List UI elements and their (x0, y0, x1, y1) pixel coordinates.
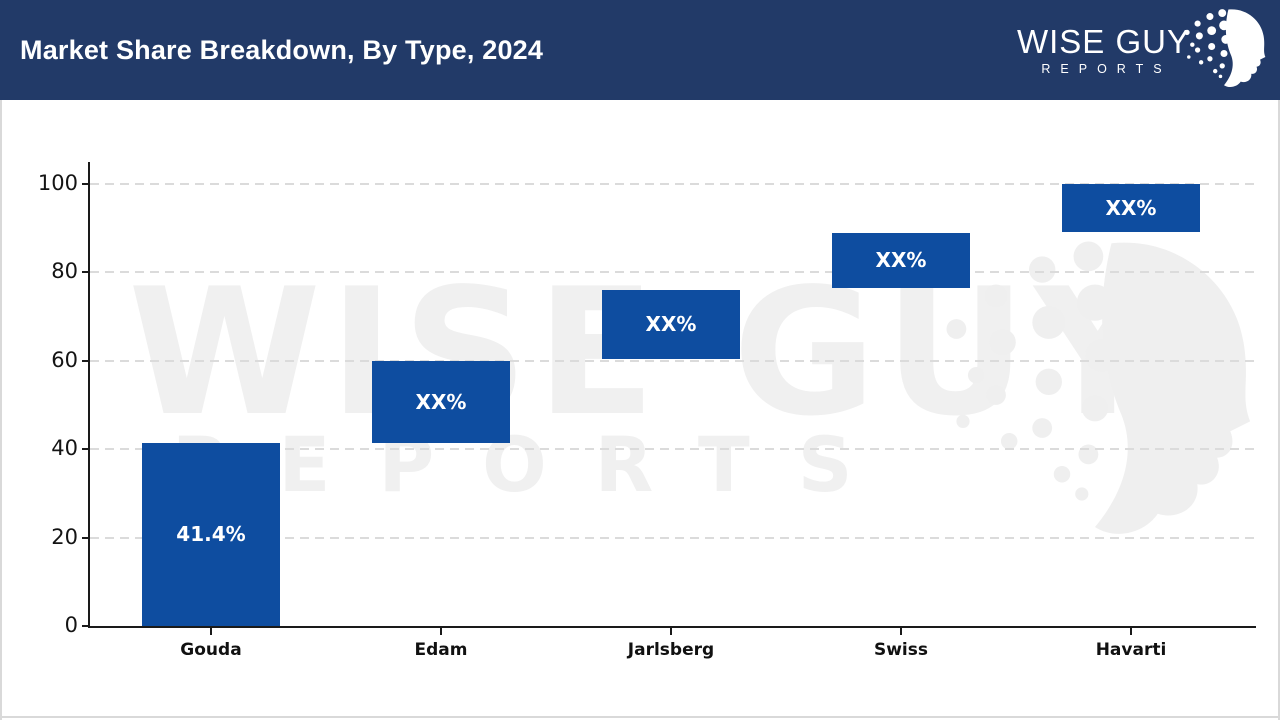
x-axis-spine (88, 626, 1256, 628)
header-bar: Market Share Breakdown, By Type, 2024 WI… (0, 0, 1280, 100)
logo-wise-guy-label: WISE GUY (1016, 22, 1190, 60)
x-tickmark-havarti (1130, 628, 1132, 635)
y-tickmark-100 (82, 183, 90, 185)
bar-value-label-havarti: XX% (1105, 195, 1157, 220)
x-tick-label-gouda: Gouda (180, 640, 242, 660)
bar-jarlsberg: XX% (602, 290, 740, 359)
gridline-20 (90, 536, 1256, 539)
page-border-left (0, 100, 2, 720)
y-tickmark-60 (82, 359, 90, 362)
bar-value-label-edam: XX% (415, 389, 467, 414)
bar-value-label-gouda: 41.4% (176, 522, 246, 547)
y-tickmark-40 (82, 448, 90, 451)
x-tickmark-edam (440, 628, 442, 635)
bar-value-label-swiss: XX% (875, 248, 927, 273)
y-tick-label-40: 40 (51, 436, 78, 461)
wiseguy-head-icon (1184, 9, 1266, 88)
y-tick-label-20: 20 (51, 524, 78, 549)
gridline-40 (90, 448, 1256, 451)
y-tick-label-80: 80 (51, 259, 78, 284)
x-tickmark-gouda (210, 628, 212, 635)
x-tick-label-jarlsberg: Jarlsberg (627, 640, 715, 660)
y-tick-label-0: 0 (64, 613, 78, 637)
plot-area: 0 20 40 60 80 100 41.4% Gouda XX% Edam XX% Jarlsber… (0, 100, 1280, 720)
x-tick-label-havarti: Havarti (1095, 640, 1167, 660)
page-border-bottom (0, 716, 1280, 718)
gridline-100 (90, 183, 1256, 185)
y-tickmark-20 (82, 536, 90, 539)
bar-havarti: XX% (1062, 184, 1200, 232)
chart-title: Market Share Breakdown, By Type, 2024 (20, 34, 544, 65)
bar-edam: XX% (372, 360, 510, 443)
bar-swiss: XX% (832, 232, 970, 288)
page-border-right (1278, 100, 1280, 720)
y-tickmark-80 (82, 271, 90, 274)
y-tick-label-100: 100 (37, 171, 78, 195)
wiseguy-logo: WISE GUY REPORTS (1017, 0, 1268, 100)
x-tickmark-swiss (900, 628, 902, 635)
gridline-80 (90, 271, 1256, 274)
y-axis-spine (88, 161, 90, 628)
x-tick-label-edam: Edam (414, 640, 468, 660)
x-tick-label-swiss: Swiss (873, 640, 928, 660)
bar-value-label-jarlsberg: XX% (645, 312, 697, 337)
wiseguy-logo-text: WISE GUY REPORTS (1016, 22, 1190, 76)
gridline-60 (90, 359, 1256, 362)
logo-reports-label: REPORTS (1041, 61, 1172, 76)
y-tick-label-60: 60 (51, 347, 78, 372)
x-tickmark-jarlsberg (670, 628, 672, 635)
bar-gouda: 41.4% (142, 443, 280, 626)
y-tickmark-0 (82, 625, 90, 627)
